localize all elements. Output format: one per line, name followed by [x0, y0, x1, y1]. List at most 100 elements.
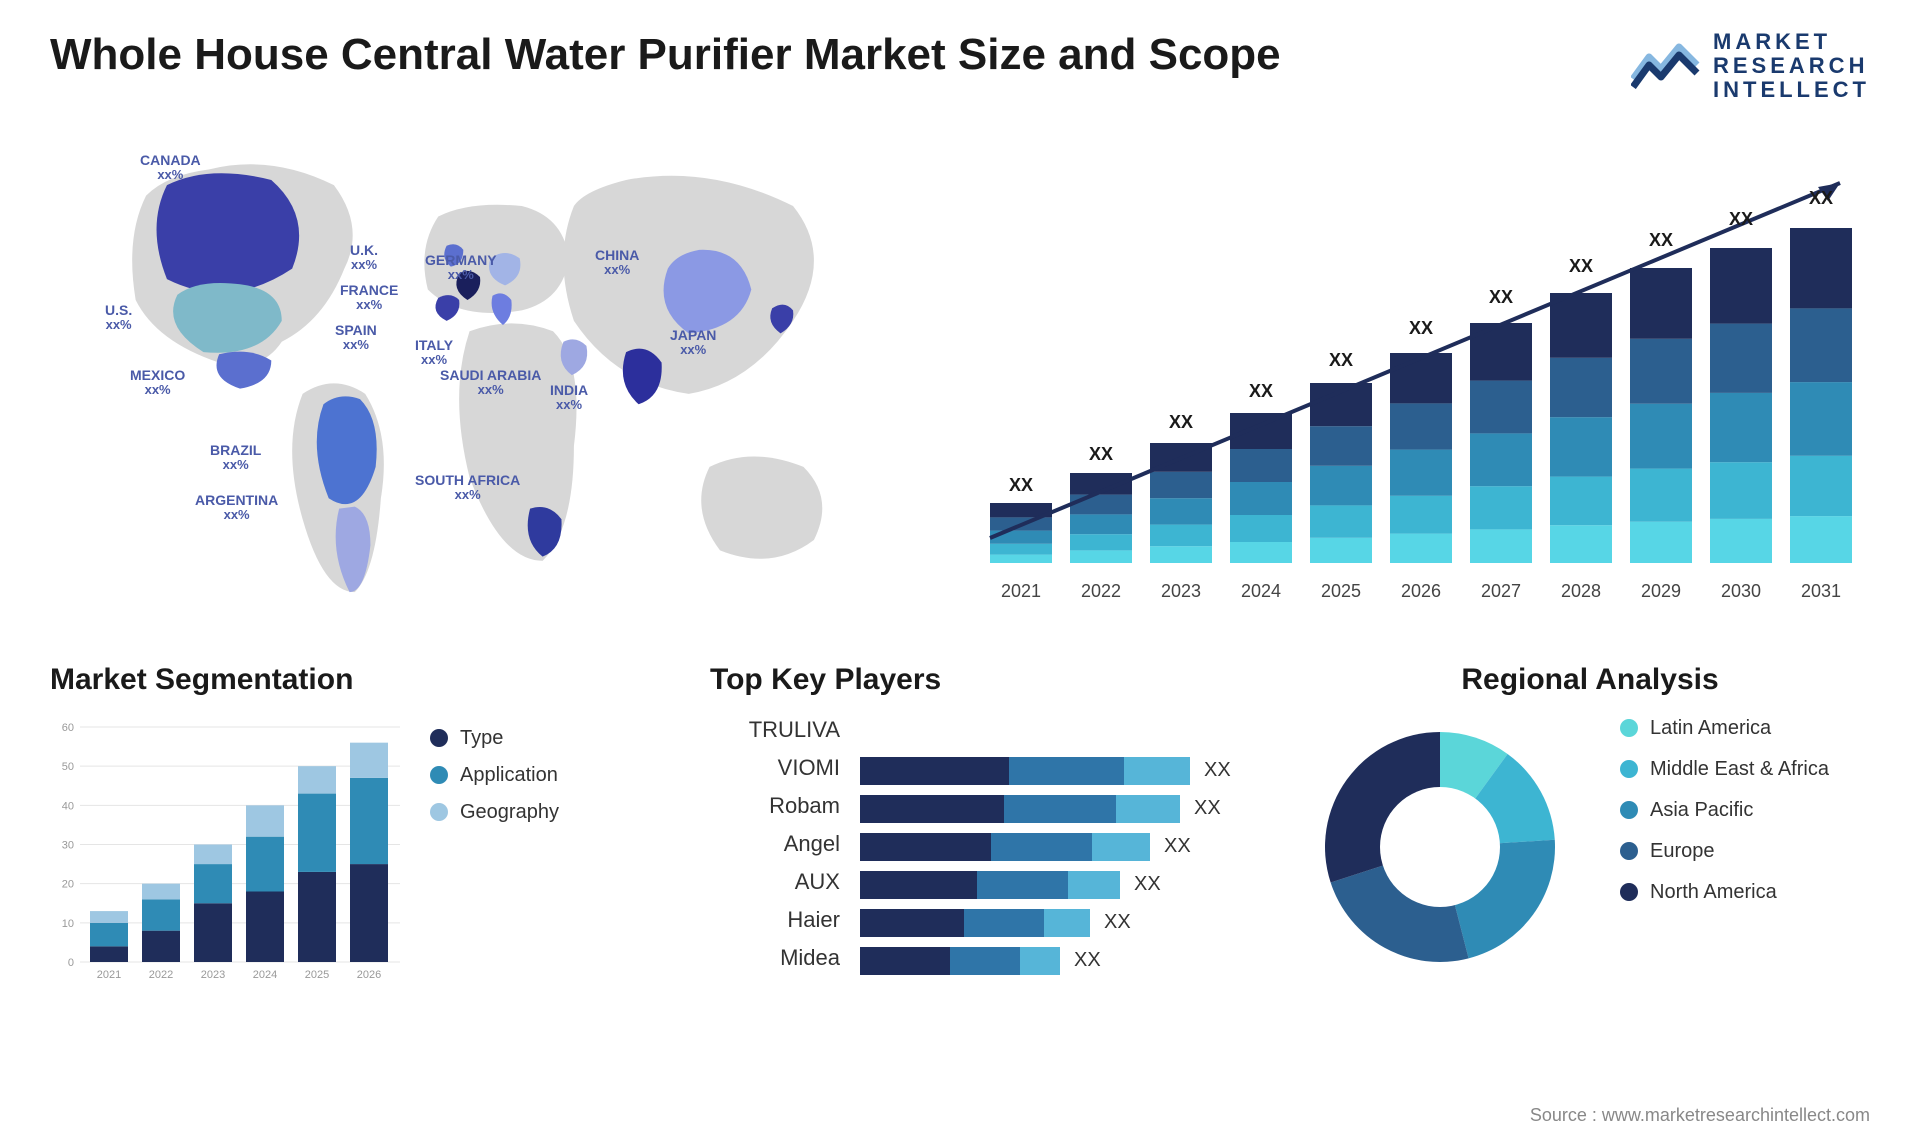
brand-logo: MARKET RESEARCH INTELLECT	[1631, 30, 1870, 103]
player-bar-row: XX	[860, 947, 1270, 975]
svg-text:60: 60	[62, 722, 74, 734]
growth-x-label: 2031	[1790, 581, 1852, 602]
regional-legend-item: Middle East & Africa	[1620, 758, 1829, 781]
player-label: TRULIVA	[749, 717, 840, 747]
segmentation-legend-item: Geography	[430, 801, 559, 824]
regional-legend-item: Latin America	[1620, 717, 1829, 740]
player-bar-row: XX	[860, 795, 1270, 823]
map-label-france: FRANCExx%	[340, 283, 398, 313]
legend-dot-icon	[1620, 719, 1638, 737]
player-label: Midea	[780, 945, 840, 975]
growth-x-label: 2028	[1550, 581, 1612, 602]
map-label-germany: GERMANYxx%	[425, 253, 497, 283]
legend-dot-icon	[1620, 842, 1638, 860]
growth-x-label: 2027	[1470, 581, 1532, 602]
growth-x-label: 2026	[1390, 581, 1452, 602]
player-bar-row	[860, 717, 1270, 747]
svg-text:2026: 2026	[357, 969, 381, 981]
logo-mark-icon	[1631, 39, 1701, 94]
player-bar-value: XX	[1164, 835, 1191, 858]
map-label-brazil: BRAZILxx%	[210, 443, 261, 473]
segmentation-legend-item: Type	[430, 727, 559, 750]
svg-text:50: 50	[62, 761, 74, 773]
growth-bar-label: XX	[1310, 350, 1372, 371]
growth-bar-label: XX	[1550, 256, 1612, 277]
player-label: Angel	[784, 831, 840, 861]
legend-dot-icon	[430, 766, 448, 784]
growth-x-label: 2025	[1310, 581, 1372, 602]
svg-text:30: 30	[62, 839, 74, 851]
legend-dot-icon	[1620, 883, 1638, 901]
player-bar-row: XX	[860, 833, 1270, 861]
player-bar-row: XX	[860, 757, 1270, 785]
player-bar-row: XX	[860, 909, 1270, 937]
segmentation-title: Market Segmentation	[50, 663, 670, 697]
segmentation-legend: TypeApplicationGeography	[430, 727, 559, 987]
growth-x-label: 2024	[1230, 581, 1292, 602]
growth-x-label: 2023	[1150, 581, 1212, 602]
svg-text:2024: 2024	[253, 969, 277, 981]
svg-text:0: 0	[68, 957, 74, 969]
regional-legend-item: Asia Pacific	[1620, 799, 1829, 822]
growth-x-label: 2021	[990, 581, 1052, 602]
regional-title: Regional Analysis	[1310, 663, 1870, 697]
regional-legend-item: Europe	[1620, 840, 1829, 863]
legend-dot-icon	[1620, 801, 1638, 819]
growth-bar-label: XX	[1710, 209, 1772, 230]
map-label-china: CHINAxx%	[595, 248, 639, 278]
map-label-argentina: ARGENTINAxx%	[195, 493, 278, 523]
map-label-canada: CANADAxx%	[140, 153, 201, 183]
player-label: Robam	[769, 793, 840, 823]
growth-bar-label: XX	[990, 475, 1052, 496]
logo-text: MARKET RESEARCH INTELLECT	[1713, 30, 1870, 103]
growth-bar-label: XX	[1070, 444, 1132, 465]
players-chart: TRULIVAVIOMIRobamAngelAUXHaierMidea XXXX…	[710, 717, 1270, 975]
legend-dot-icon	[1620, 760, 1638, 778]
svg-text:2022: 2022	[149, 969, 173, 981]
player-label: VIOMI	[778, 755, 840, 785]
growth-bar-label: XX	[1470, 287, 1532, 308]
growth-bar-label: XX	[1390, 318, 1452, 339]
source-attribution: Source : www.marketresearchintellect.com	[1530, 1105, 1870, 1126]
player-bar-row: XX	[860, 871, 1270, 899]
map-label-southafrica: SOUTH AFRICAxx%	[415, 473, 520, 503]
map-label-us: U.S.xx%	[105, 303, 132, 333]
svg-text:2025: 2025	[305, 969, 329, 981]
growth-x-label: 2030	[1710, 581, 1772, 602]
world-map: CANADAxx% U.S.xx% MEXICOxx% BRAZILxx% ARGENT…	[50, 133, 910, 613]
map-label-japan: JAPANxx%	[670, 328, 716, 358]
player-bar-value: XX	[1104, 911, 1131, 934]
regional-donut	[1310, 717, 1590, 987]
map-label-saudiarabia: SAUDI ARABIAxx%	[440, 368, 541, 398]
growth-svg	[970, 133, 1870, 613]
regional-legend: Latin America Middle East & Africa Asia Pa…	[1620, 717, 1829, 987]
growth-bar-label: XX	[1150, 412, 1212, 433]
growth-x-label: 2029	[1630, 581, 1692, 602]
map-label-uk: U.K.xx%	[350, 243, 378, 273]
players-title: Top Key Players	[710, 663, 1270, 697]
svg-text:10: 10	[62, 917, 74, 929]
growth-x-label: 2022	[1070, 581, 1132, 602]
map-label-india: INDIAxx%	[550, 383, 588, 413]
player-label: Haier	[787, 907, 840, 937]
growth-bar-label: XX	[1790, 188, 1852, 209]
svg-text:2023: 2023	[201, 969, 225, 981]
map-label-spain: SPAINxx%	[335, 323, 377, 353]
growth-bar-chart: XX XX XX XX XX XX XX XX XX XX XX 2021 2022 2023 2024 2…	[970, 133, 1870, 613]
legend-dot-icon	[430, 803, 448, 821]
growth-bar-label: XX	[1630, 230, 1692, 251]
growth-bar-label: XX	[1230, 381, 1292, 402]
player-label: AUX	[795, 869, 840, 899]
regional-legend-item: North America	[1620, 881, 1829, 904]
map-label-italy: ITALYxx%	[415, 338, 453, 368]
page-title: Whole House Central Water Purifier Marke…	[50, 30, 1281, 80]
svg-text:20: 20	[62, 878, 74, 890]
player-bar-value: XX	[1204, 759, 1231, 782]
svg-text:40: 40	[62, 800, 74, 812]
svg-text:2021: 2021	[97, 969, 121, 981]
map-label-mexico: MEXICOxx%	[130, 368, 185, 398]
player-bar-value: XX	[1194, 797, 1221, 820]
segmentation-chart: 0 10 20 30 40 50 60 2021 2022 2023 2024 2025 2026	[50, 717, 400, 987]
player-bar-value: XX	[1134, 873, 1161, 896]
player-bar-value: XX	[1074, 949, 1101, 972]
